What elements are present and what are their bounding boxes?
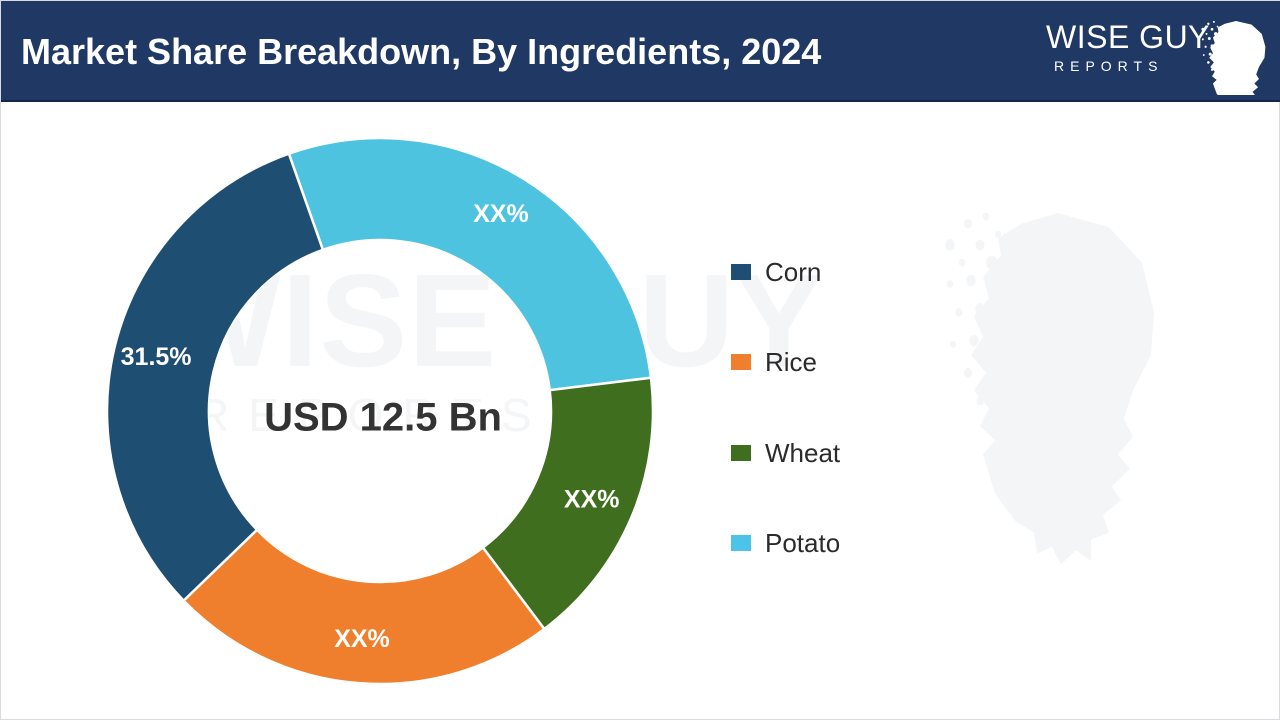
svg-text:XX%: XX% xyxy=(334,625,390,653)
svg-text:XX%: XX% xyxy=(473,200,529,228)
svg-text:USD 12.5 Bn: USD 12.5 Bn xyxy=(264,396,502,440)
svg-text:XX%: XX% xyxy=(564,486,620,514)
svg-text:31.5%: 31.5% xyxy=(121,343,192,371)
